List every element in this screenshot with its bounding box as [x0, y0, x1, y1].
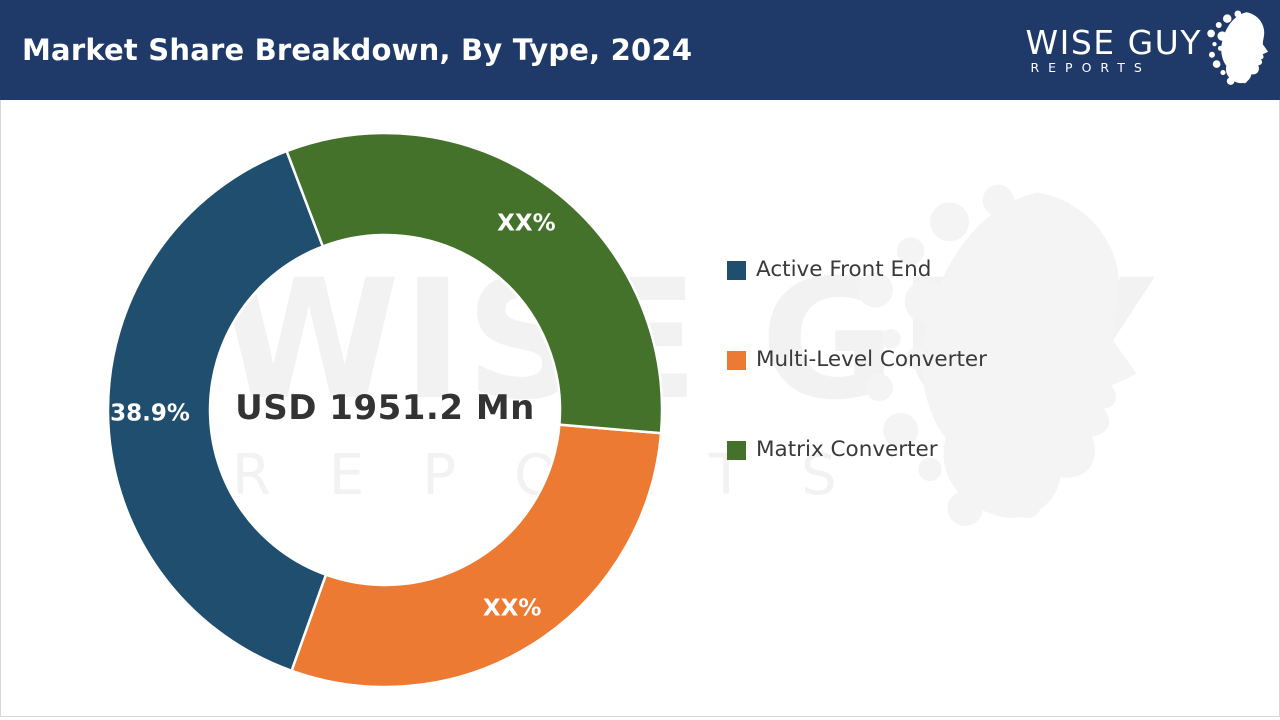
legend-item-active-front-end: Active Front End [727, 257, 987, 283]
center-total-value: USD 1951.2 Mn [235, 388, 535, 428]
legend-swatch-blue [727, 260, 746, 280]
legend-swatch-green [727, 440, 746, 460]
legend-swatch-orange [727, 350, 746, 370]
chart-legend: Active Front End Multi-Level Converter M… [727, 257, 987, 527]
donut-chart: 38.9% XX% XX% [106, 131, 664, 689]
donut-slice-active-front-end [106, 149, 328, 673]
legend-item-matrix-converter: Matrix Converter [727, 437, 987, 463]
header-bar: Market Share Breakdown, By Type, 2024 WI… [0, 0, 1280, 100]
legend-label: Active Front End [756, 257, 932, 283]
page-title: Market Share Breakdown, By Type, 2024 [22, 33, 693, 67]
logo-text: WISE GUY REPORTS [1025, 26, 1202, 75]
legend-label: Multi-Level Converter [756, 347, 987, 373]
donut-slice-multi-level-converter [290, 423, 663, 689]
slice-percent-label: 38.9% [110, 400, 190, 426]
legend-label: Matrix Converter [756, 437, 938, 463]
logo-sub-text: REPORTS [1030, 59, 1151, 75]
slice-percent-label: XX% [497, 210, 556, 236]
logo-head-icon [1207, 10, 1269, 85]
legend-item-multi-level-converter: Multi-Level Converter [727, 347, 987, 373]
donut-slice-matrix-converter [285, 131, 664, 435]
slice-percent-label: XX% [483, 596, 542, 622]
logo-name-text: WISE GUY [1025, 22, 1202, 62]
wise-guy-reports-logo: WISE GUY REPORTS [1025, 8, 1274, 93]
